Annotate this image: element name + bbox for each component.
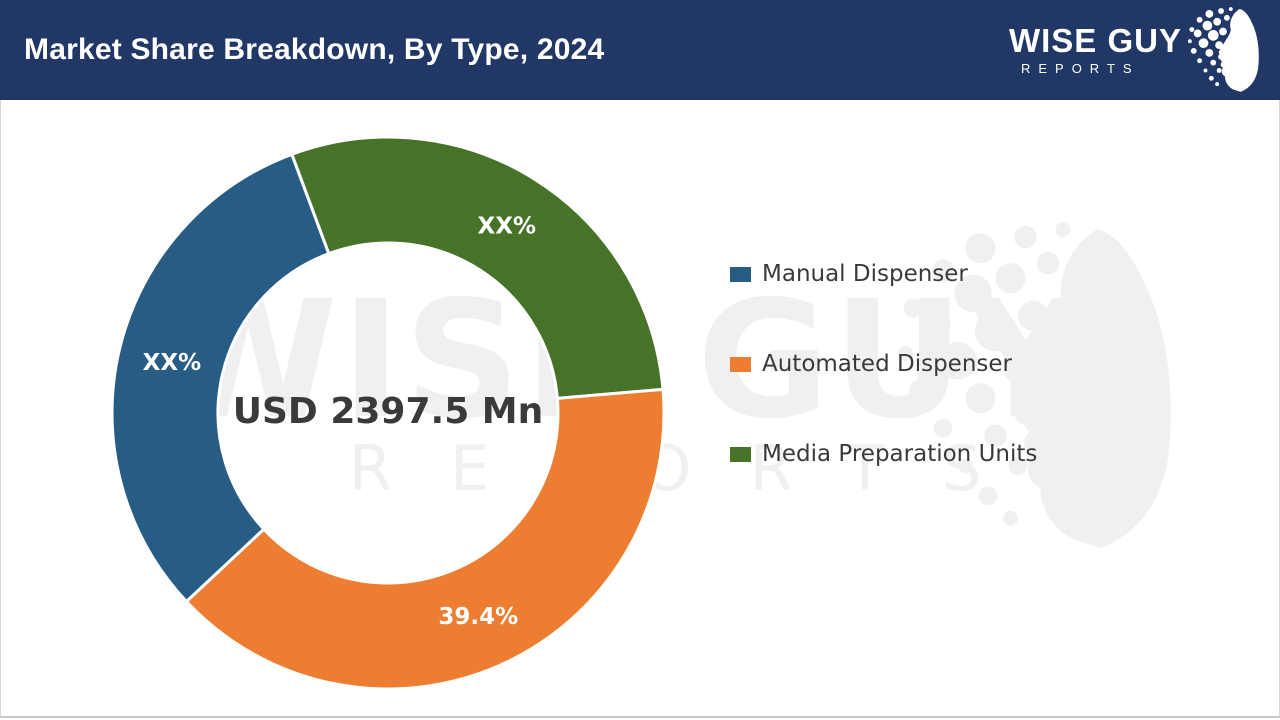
legend-item-media-preparation-units: Media Preparation Units (730, 440, 1037, 468)
legend-swatch-manual-dispenser (730, 266, 751, 282)
donut-chart: XX% 39.4% XX% USD 2397.5 Mn (110, 135, 666, 691)
pie-slice-media-preparation-units (290, 135, 665, 400)
chart-center-value: USD 2397.5 Mn (233, 391, 543, 432)
legend-label-manual-dispenser: Manual Dispenser (762, 261, 968, 287)
brand-logo: WISE GUY REPORTS (1009, 6, 1262, 94)
brand-text: WISE GUY REPORTS (1009, 24, 1182, 76)
slice-label-automated-dispenser: 39.4% (438, 604, 518, 630)
legend-label-automated-dispenser: Automated Dispenser (762, 351, 1012, 377)
slice-label-media-preparation-units: XX% (477, 213, 536, 239)
header: Market Share Breakdown, By Type, 2024 WI… (0, 0, 1280, 100)
slice-label-manual-dispenser: XX% (143, 350, 202, 376)
brand-sub: REPORTS (1020, 61, 1140, 76)
pie-slice-manual-dispenser (110, 152, 331, 604)
legend-item-manual-dispenser: Manual Dispenser (730, 260, 968, 288)
legend-swatch-automated-dispenser (730, 356, 751, 372)
legend-item-automated-dispenser: Automated Dispenser (730, 350, 1012, 378)
brand-face-icon (1187, 7, 1259, 92)
legend-label-media-preparation-units: Media Preparation Units (762, 441, 1038, 467)
legend-swatch-media-preparation-units (730, 446, 751, 462)
brand-name: WISE GUY (1008, 22, 1182, 59)
page-title: Market Share Breakdown, By Type, 2024 (24, 33, 605, 66)
pie-slice-automated-dispenser (184, 387, 666, 691)
chart-area: WISE GUY REPORTS XX% 39.4% XX% USD 2397.5 … (0, 100, 1280, 718)
